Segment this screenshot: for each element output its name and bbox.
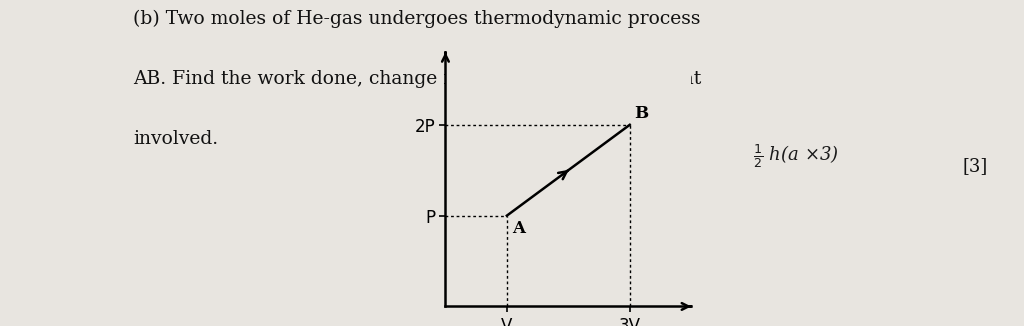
Text: [3]: [3] [963, 157, 988, 175]
Text: $\frac{1}{2}$ h(a ×3): $\frac{1}{2}$ h(a ×3) [753, 142, 839, 170]
Text: (b) Two moles of He-gas undergoes thermodynamic process: (b) Two moles of He-gas undergoes thermo… [133, 10, 700, 28]
Text: B: B [634, 105, 648, 122]
Text: A: A [512, 220, 524, 237]
Text: involved.: involved. [133, 130, 218, 148]
Text: AB. Find the work done, change in internal energy and heat: AB. Find the work done, change in intern… [133, 70, 701, 88]
